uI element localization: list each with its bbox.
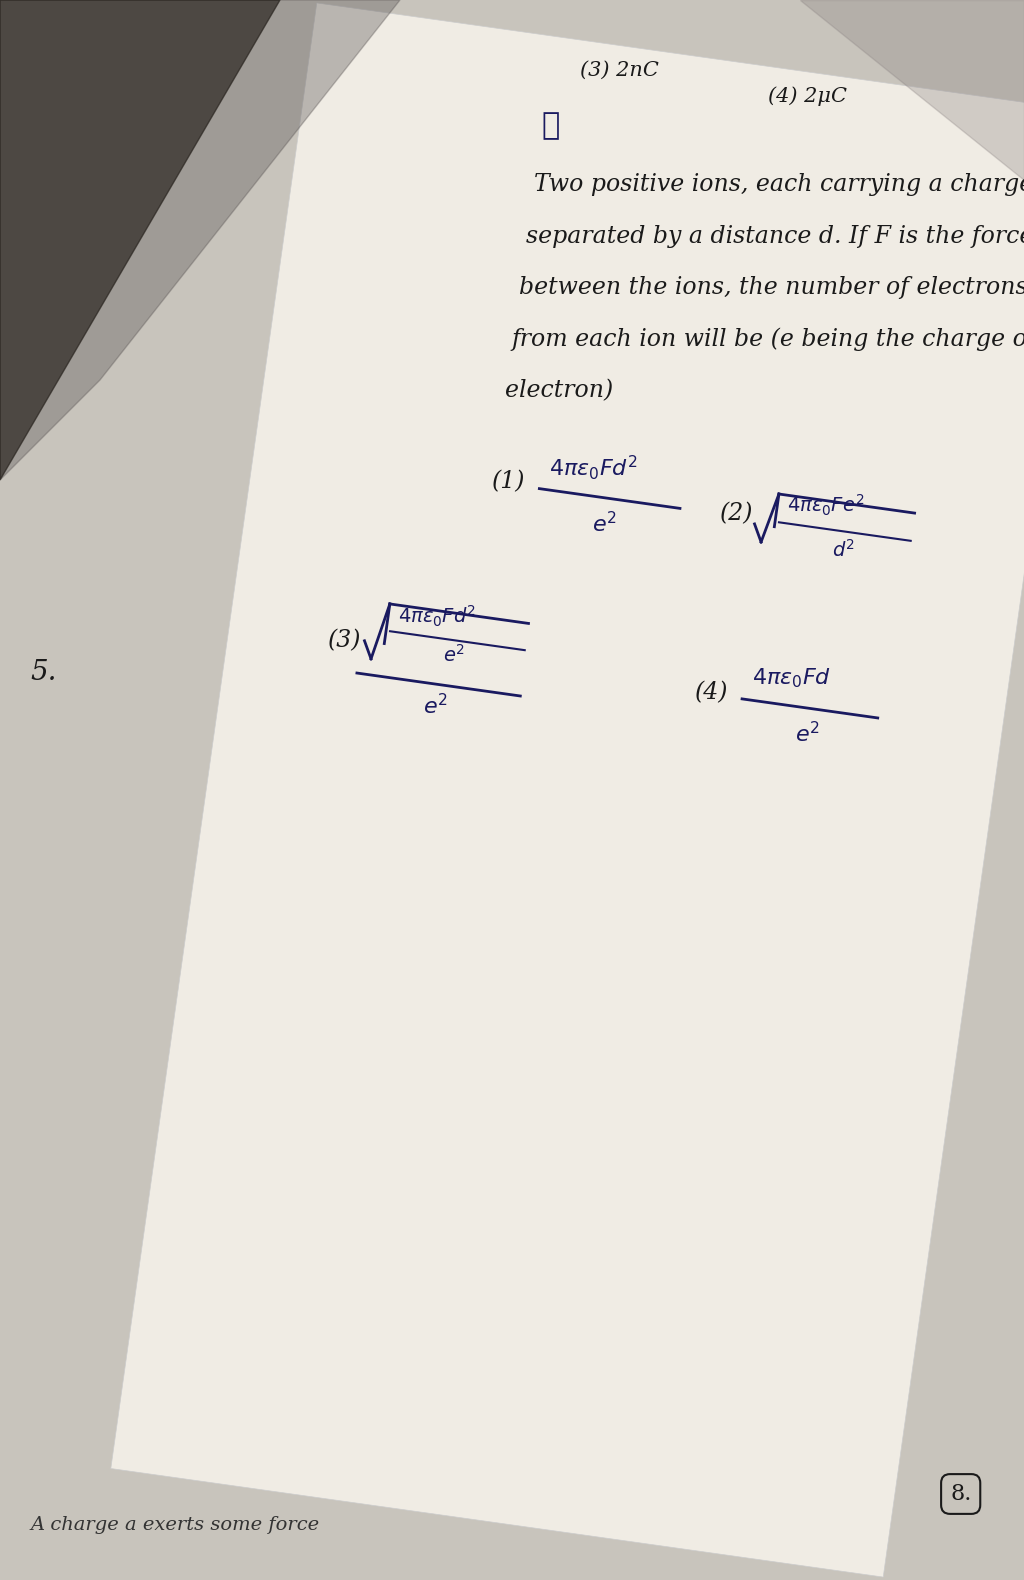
Text: from each ion will be (e being the charge on an: from each ion will be (e being the charg… (512, 327, 1024, 351)
Polygon shape (0, 0, 280, 480)
Text: (3): (3) (328, 629, 361, 653)
Polygon shape (800, 0, 1024, 180)
Text: separated by a distance d. If F is the force of repulsion: separated by a distance d. If F is the f… (526, 224, 1024, 248)
Text: (3) 2nC: (3) 2nC (580, 60, 658, 79)
Text: $d^2$: $d^2$ (831, 539, 855, 561)
Polygon shape (0, 0, 400, 480)
Text: 5.: 5. (30, 659, 56, 686)
Text: (1): (1) (492, 471, 525, 493)
Text: (2): (2) (720, 502, 753, 526)
Text: electron): electron) (505, 379, 613, 403)
Text: between the ions, the number of electrons missing: between the ions, the number of electron… (519, 276, 1024, 299)
Text: $e^2$: $e^2$ (795, 722, 819, 747)
Text: $e^2$: $e^2$ (443, 645, 466, 665)
Text: Two positive ions, each carrying a charge q, are: Two positive ions, each carrying a charg… (534, 174, 1024, 196)
Text: (4) 2μC: (4) 2μC (768, 87, 847, 106)
Text: A charge a exerts some force: A charge a exerts some force (30, 1515, 319, 1534)
Text: ①: ① (542, 111, 560, 141)
Polygon shape (111, 3, 1024, 1577)
Text: (4): (4) (694, 681, 728, 703)
Text: $4\pi\varepsilon_0 Fe^2$: $4\pi\varepsilon_0 Fe^2$ (787, 493, 864, 518)
Text: $4\pi\varepsilon_0 Fd^2$: $4\pi\varepsilon_0 Fd^2$ (549, 453, 638, 482)
Text: $4\pi\varepsilon_0 Fd$: $4\pi\varepsilon_0 Fd$ (752, 667, 831, 690)
Text: $e^2$: $e^2$ (592, 512, 616, 537)
Text: $e^2$: $e^2$ (423, 694, 447, 719)
Text: $4\pi\varepsilon_0 Fd^2$: $4\pi\varepsilon_0 Fd^2$ (398, 604, 476, 629)
Text: 8.: 8. (950, 1484, 972, 1506)
